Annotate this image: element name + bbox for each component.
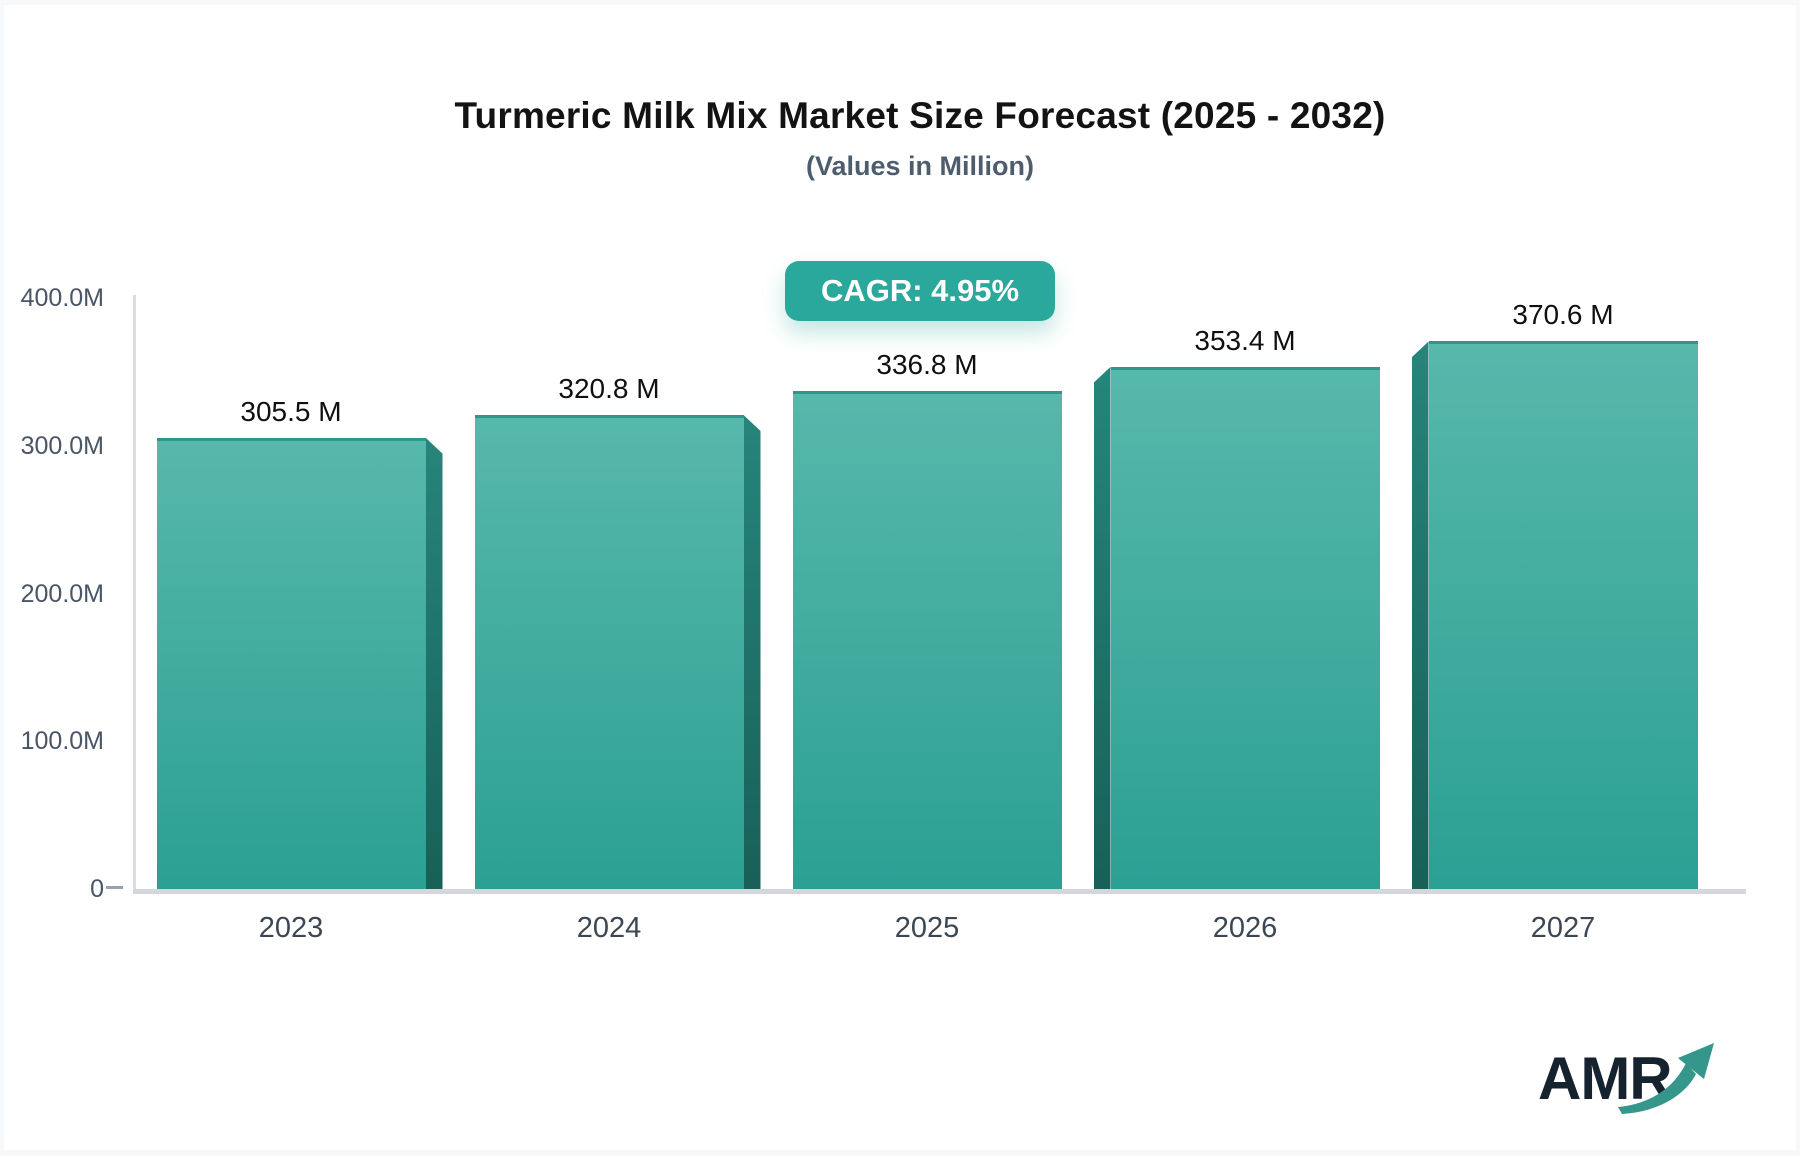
bar-value-label-2024: 320.8 M (558, 373, 660, 405)
bar-2025 (792, 391, 1062, 889)
x-axis-label-2027: 2027 (1530, 912, 1596, 944)
amr-logo-arrow-swoosh (1618, 1063, 1696, 1114)
bar-value-label-2023: 305.5 M (240, 395, 342, 427)
y-tick-label-300.0M: 300.0M (20, 431, 104, 460)
x-axis-label-2026: 2026 (1212, 912, 1278, 944)
amr-logo-arrowhead (1678, 1043, 1714, 1079)
bar-side-2026 (1093, 366, 1111, 889)
y-axis-zero-tick (106, 886, 123, 889)
bar-2027 (1428, 341, 1698, 889)
bar-2026 (1110, 366, 1380, 889)
chart-subtitle: (Values in Million) (805, 151, 1035, 181)
y-tick-label-100.0M: 100.0M (20, 727, 104, 756)
y-tick-label-0: 0 (90, 875, 104, 903)
x-axis-label-2024: 2024 (576, 912, 642, 944)
bar-value-label-2027: 370.6 M (1512, 299, 1614, 331)
cagr-badge-wrap: CAGR: 4.95% (44, 261, 1796, 321)
y-tick-label-400.0M: 400.0M (20, 284, 104, 312)
chart-title: Turmeric Milk Mix Market Size Forecast (… (454, 95, 1386, 136)
bar-value-label-2026: 353.4 M (1194, 324, 1296, 356)
cagr-badge: CAGR: 4.95% (784, 261, 1056, 321)
amr-logo: AMR (1532, 1033, 1782, 1125)
x-axis-line (133, 889, 1746, 894)
bar-2023 (156, 437, 426, 889)
bar-side-2024 (743, 415, 761, 889)
bar-side-2027 (1411, 341, 1429, 889)
bar-value-label-2025: 336.8 M (876, 349, 978, 381)
y-tick-label-200.0M: 200.0M (20, 579, 104, 608)
x-axis-label-2023: 2023 (258, 912, 324, 944)
chart-card: Turmeric Milk Mix Market Size Forecast (… (4, 5, 1796, 1150)
bar-2024 (474, 415, 744, 889)
amr-logo-graphic: AMR (1538, 1043, 1714, 1114)
bar-side-2023 (425, 437, 443, 889)
x-axis-label-2025: 2025 (894, 912, 960, 944)
y-axis-line (133, 295, 136, 892)
